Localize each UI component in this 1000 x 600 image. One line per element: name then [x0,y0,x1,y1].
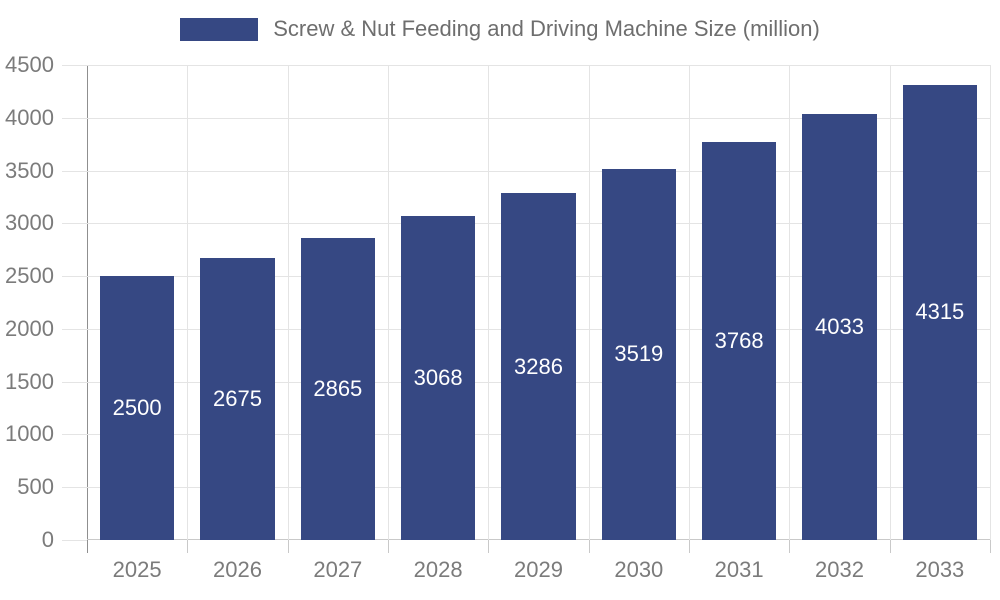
bar-2031: 3768 [702,142,777,540]
x-tick-label: 2033 [915,557,965,582]
y-axis-tick [62,223,87,225]
bar-2032: 4033 [802,114,877,540]
y-tick-label: 1000 [5,421,54,447]
x-tick-label: 2029 [514,557,563,582]
gridline-vertical [789,65,791,540]
gridline-vertical [688,65,690,540]
legend[interactable]: Screw & Nut Feeding and Driving Machine … [0,16,1000,42]
y-axis-tick [62,487,87,489]
gridline-vertical [889,65,891,540]
y-axis-tick [62,434,87,436]
bar-value-label: 3519 [614,341,664,367]
x-axis-tick [187,540,189,553]
y-axis-tick [62,328,87,330]
bar-2029: 3286 [501,193,576,540]
bar-value-label: 4033 [815,314,864,340]
bar-value-label: 3768 [714,328,764,354]
y-axis-tick [62,65,87,66]
y-tick-label: 500 [17,474,54,500]
gridline-vertical [287,65,289,540]
x-axis-tick [688,540,690,553]
y-tick-label: 3000 [5,210,54,236]
y-tick-label: 3500 [5,157,54,183]
x-tick-label: 2030 [614,557,664,582]
gridline-vertical [187,65,189,540]
bar-2026: 2675 [200,257,275,540]
y-tick-label: 2000 [5,315,54,341]
gridline-horizontal [87,117,990,119]
gridline-horizontal [87,170,990,172]
gridline-horizontal [87,65,990,66]
x-tick-label: 2032 [815,557,864,582]
plot-area: 0 500 1000 1500 2000 2500 3000 3500 4000 4500 2500… [5,54,991,582]
y-axis-tick [62,276,87,278]
y-tick-label: 4500 [5,52,54,77]
bar-value-label: 4315 [915,299,965,325]
bar-value-label: 2500 [112,395,162,421]
bar-2027: 2865 [300,237,375,540]
y-tick-label: 2500 [5,263,54,289]
legend-swatch [180,17,259,41]
y-tick-label: 1500 [5,368,54,394]
bar-2025: 2500 [100,276,175,540]
y-tick-label: 0 [41,527,54,552]
legend-label: Screw & Nut Feeding and Driving Machine … [273,16,820,41]
bar-2030: 3519 [601,168,676,540]
gridline-vertical [990,65,991,540]
gridline-vertical [387,65,389,540]
x-tick-label: 2027 [313,557,363,582]
y-axis-tick [62,381,87,383]
x-axis-tick [789,540,791,553]
bar-value-label: 3286 [514,353,563,379]
bar-2028: 3068 [401,216,476,540]
bar-2033: 4315 [902,84,977,540]
x-axis-tick [990,540,991,553]
y-axis-tick [62,170,87,172]
gridline-vertical [488,65,490,540]
gridline-vertical [588,65,590,540]
y-axis-tick [62,117,87,119]
x-axis-tick [287,540,289,553]
x-axis-tick [588,540,590,553]
x-tick-label: 2028 [413,557,463,582]
x-tick-label: 2031 [714,557,764,582]
x-axis-tick [387,540,389,553]
x-tick-label: 2026 [213,557,262,582]
y-axis-line [87,65,88,553]
x-axis-tick [889,540,891,553]
x-tick-label: 2025 [112,557,162,582]
bar-value-label: 2865 [313,375,363,401]
x-axis-tick [488,540,490,553]
bar-value-label: 3068 [413,365,463,391]
bar-value-label: 2675 [213,385,262,411]
y-axis-tick [62,540,87,541]
y-tick-label: 4000 [5,104,54,130]
